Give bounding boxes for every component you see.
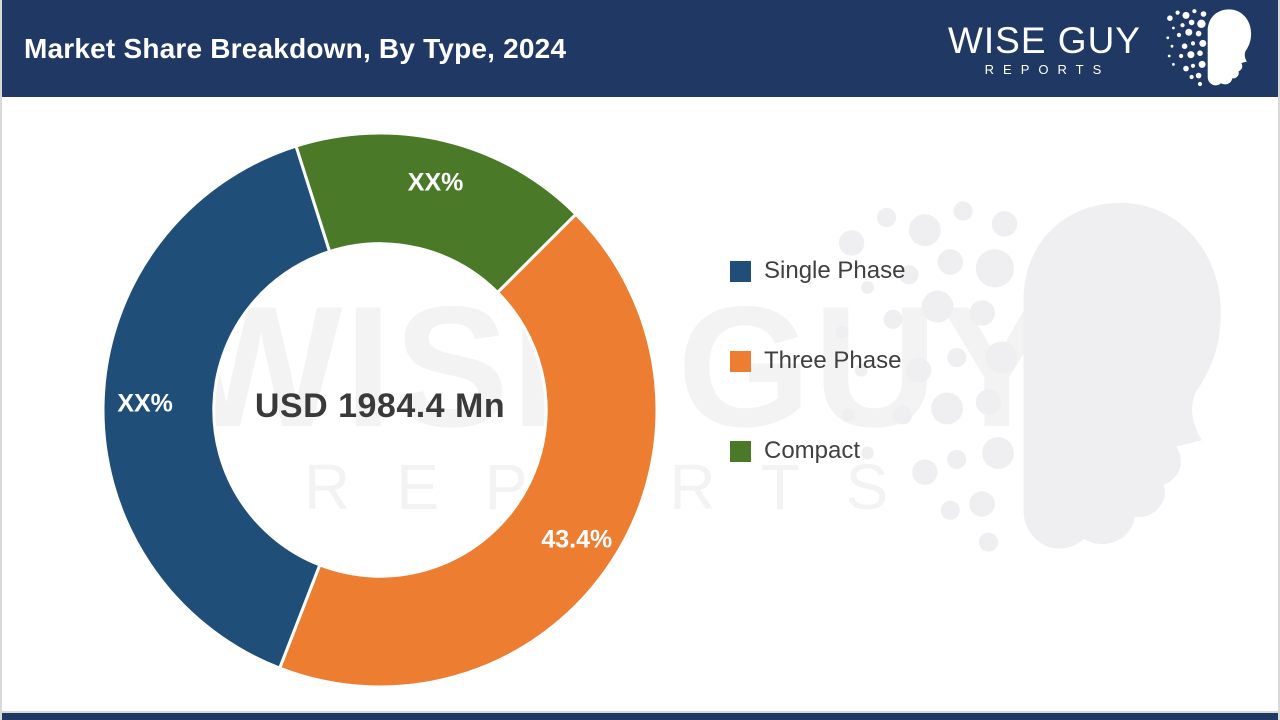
legend-swatch-three-phase (730, 350, 751, 372)
wise-guy-reports-logo: WISE GUY REPORTS (948, 7, 1256, 91)
legend-item-single-phase: Single Phase (730, 256, 905, 286)
chart-legend: Single Phase Three Phase Compact (730, 256, 905, 466)
page-title: Market Share Breakdown, By Type, 2024 (24, 32, 567, 64)
legend-swatch-compact (730, 440, 751, 462)
header-bar: Market Share Breakdown, By Type, 2024 WI… (2, 0, 1278, 97)
donut-chart: 43.4% XX% XX% (101, 131, 659, 689)
legend-label-three-phase: Three Phase (764, 347, 902, 374)
legend-item-compact: Compact (730, 436, 905, 466)
legend-label-single-phase: Single Phase (764, 257, 906, 284)
logo-face-icon (1137, 7, 1256, 91)
slice-label-three-phase: 43.4% (541, 525, 612, 553)
donut-slice-single-phase (101, 144, 332, 670)
slice-label-single-phase: XX% (117, 390, 173, 418)
chart-center-value: USD 1984.4 Mn (254, 387, 506, 425)
slice-label-compact: XX% (408, 169, 464, 197)
legend-item-three-phase: Three Phase (730, 346, 905, 376)
logo-text: WISE GUY REPORTS (948, 22, 1141, 76)
legend-swatch-single-phase (730, 260, 751, 282)
donut-slice-three-phase (278, 212, 659, 689)
legend-label-compact: Compact (764, 437, 861, 464)
logo-wordmark: WISE GUY (947, 19, 1141, 61)
footer-bar (2, 711, 1278, 720)
donut-slice-compact (294, 131, 578, 294)
logo-reports-text: REPORTS (984, 61, 1111, 77)
